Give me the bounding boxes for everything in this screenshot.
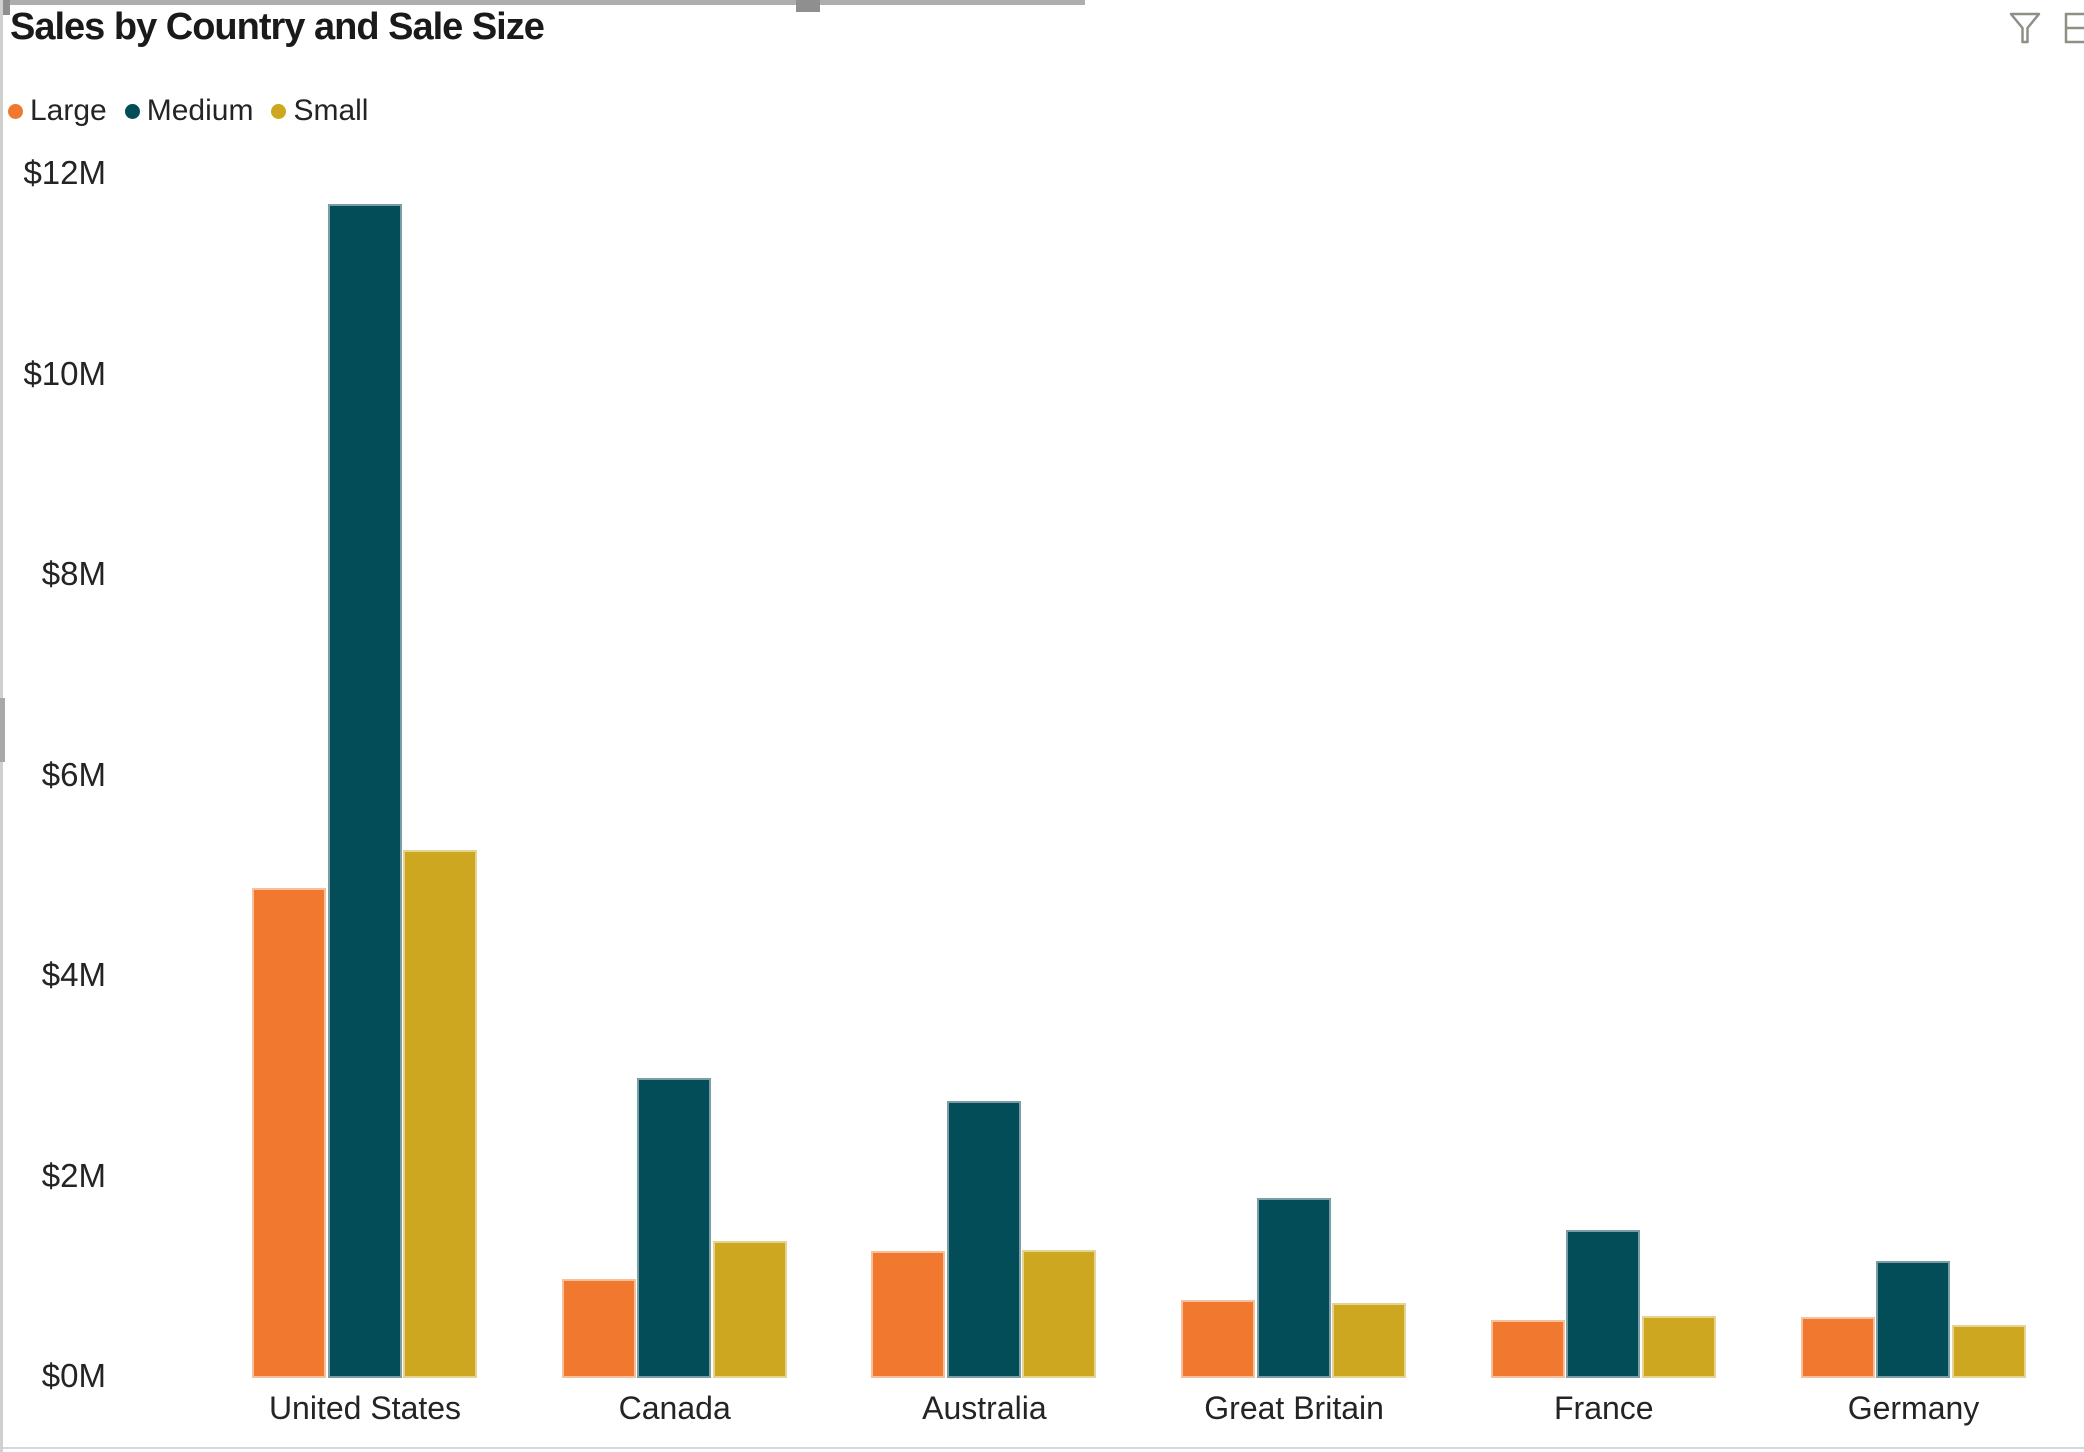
x-category-label: France	[1554, 1390, 1654, 1426]
bar-small-france[interactable]	[1641, 1315, 1716, 1378]
x-category-label: Australia	[922, 1390, 1047, 1426]
legend-item-medium[interactable]: Medium	[124, 94, 254, 128]
bar-small-germany[interactable]	[1951, 1324, 2026, 1378]
bar-medium-australia[interactable]	[946, 1101, 1021, 1378]
legend-dot-large	[8, 103, 23, 119]
legend-label: Medium	[146, 94, 254, 127]
filter-icon[interactable]	[2008, 10, 2042, 46]
y-tick-label: $12M	[23, 154, 106, 191]
bar-large-germany[interactable]	[1800, 1316, 1875, 1378]
bar-large-great-britain[interactable]	[1181, 1299, 1256, 1378]
y-tick-label: $4M	[41, 956, 106, 993]
chart-title: Sales by Country and Sale Size	[10, 6, 545, 48]
vertical-scrollbar-thumb[interactable]	[0, 698, 5, 762]
corner-resize-handle[interactable]	[0, 0, 10, 15]
x-category-label: Canada	[618, 1390, 731, 1426]
bar-large-united-states[interactable]	[252, 887, 326, 1378]
bar-small-great-britain[interactable]	[1332, 1302, 1407, 1378]
legend-label: Small	[293, 94, 369, 127]
bar-large-canada[interactable]	[561, 1278, 636, 1378]
y-tick-label: $8M	[41, 555, 106, 592]
bar-medium-germany[interactable]	[1876, 1260, 1950, 1378]
bar-small-united-states[interactable]	[403, 849, 477, 1378]
bar-medium-united-states[interactable]	[327, 204, 402, 1378]
bar-large-france[interactable]	[1490, 1319, 1565, 1378]
bar-medium-france[interactable]	[1566, 1229, 1641, 1378]
y-tick-label: $2M	[41, 1156, 106, 1194]
x-category-label: Germany	[1847, 1390, 1980, 1426]
legend-item-large[interactable]: Large	[8, 94, 107, 128]
bar-medium-great-britain[interactable]	[1256, 1197, 1331, 1378]
x-category-label: Great Britain	[1204, 1390, 1384, 1426]
chart-legend: Large Medium Small	[8, 94, 368, 128]
legend-dot-medium	[124, 103, 140, 119]
legend-item-small[interactable]: Small	[271, 94, 368, 128]
horizontal-scrollbar-thumb[interactable]	[796, 0, 820, 12]
y-tick-label: $6M	[41, 755, 106, 793]
horizontal-scrollbar-track	[0, 0, 1085, 5]
legend-dot-small	[271, 103, 287, 119]
visual-toolbar	[2008, 10, 2084, 46]
visual-bottom-border	[0, 1447, 2084, 1449]
bar-small-australia[interactable]	[1022, 1249, 1097, 1378]
y-tick-label: $0M	[41, 1357, 106, 1394]
bar-small-canada[interactable]	[712, 1240, 787, 1378]
options-icon-partial[interactable]	[2064, 10, 2084, 46]
bar-large-australia[interactable]	[871, 1250, 946, 1378]
y-tick-label: $10M	[23, 354, 106, 392]
legend-label: Large	[30, 94, 107, 127]
x-category-label: United States	[268, 1390, 462, 1426]
bar-medium-canada[interactable]	[637, 1078, 712, 1378]
